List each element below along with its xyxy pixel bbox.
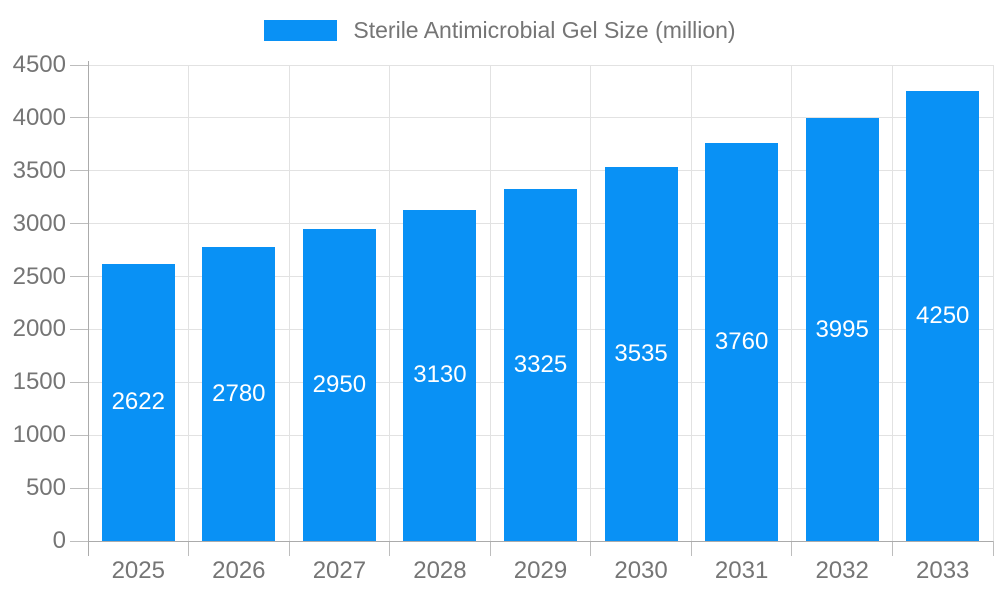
x-tick-label: 2028 bbox=[413, 557, 467, 584]
y-tick-label: 2000 bbox=[12, 315, 66, 343]
x-tick-label: 2030 bbox=[614, 557, 668, 584]
chart-title: Sterile Antimicrobial Gel Size (million) bbox=[353, 17, 736, 43]
bar-value-label: 4250 bbox=[916, 302, 970, 330]
bar[interactable] bbox=[805, 118, 879, 541]
bar[interactable] bbox=[906, 91, 980, 541]
y-tick-label: 500 bbox=[25, 474, 66, 502]
bar[interactable] bbox=[302, 228, 376, 541]
bar-value-label: 2950 bbox=[312, 370, 367, 398]
x-tick-mark bbox=[891, 541, 893, 556]
x-gridline bbox=[288, 65, 290, 541]
x-tick-label: 2027 bbox=[312, 557, 367, 584]
y-tick-mark bbox=[70, 276, 88, 278]
bar-value-label: 2622 bbox=[111, 388, 165, 416]
legend-item[interactable]: Sterile Antimicrobial Gel Size (million) bbox=[264, 17, 736, 44]
x-tick-label: 2033 bbox=[916, 557, 970, 584]
bar[interactable] bbox=[101, 263, 175, 541]
x-gridline bbox=[489, 65, 491, 541]
x-tick-label: 2032 bbox=[815, 557, 869, 584]
y-gridline bbox=[88, 170, 993, 172]
y-tick-label: 3500 bbox=[12, 156, 66, 184]
y-axis-line bbox=[87, 61, 89, 556]
bar-value-label: 3760 bbox=[714, 328, 769, 356]
x-tick-label: 2029 bbox=[513, 557, 568, 584]
bar-value-label: 2780 bbox=[212, 379, 266, 407]
y-gridline bbox=[88, 117, 993, 119]
y-tick-mark bbox=[70, 328, 88, 330]
y-tick-label: 1000 bbox=[12, 421, 66, 449]
x-gridline bbox=[389, 65, 391, 541]
x-tick-mark bbox=[791, 541, 793, 556]
x-tick-mark bbox=[288, 541, 290, 556]
y-tick-mark bbox=[70, 540, 88, 542]
y-gridline bbox=[88, 64, 993, 66]
x-gridline bbox=[188, 65, 190, 541]
bar[interactable] bbox=[705, 143, 779, 541]
y-tick-label: 4000 bbox=[12, 103, 66, 131]
y-tick-mark bbox=[70, 381, 88, 383]
x-tick-mark bbox=[992, 541, 994, 556]
y-tick-mark bbox=[70, 117, 88, 119]
x-tick-label: 2025 bbox=[111, 557, 165, 584]
y-tick-label: 1500 bbox=[12, 368, 66, 396]
x-gridline bbox=[891, 65, 893, 541]
y-tick-label: 2500 bbox=[12, 262, 66, 290]
plot-area: 0 500 1000 1500 2000 2500 3000 3500 4000 4500 2622… bbox=[13, 52, 994, 584]
y-tick-mark bbox=[70, 223, 88, 225]
y-tick-mark bbox=[70, 64, 88, 66]
x-tick-label: 2026 bbox=[212, 557, 266, 584]
x-tick-mark bbox=[389, 541, 391, 556]
y-tick-label: 0 bbox=[52, 527, 66, 554]
x-tick-label: 2031 bbox=[714, 557, 769, 584]
legend: Sterile Antimicrobial Gel Size (million) bbox=[0, 17, 1000, 44]
x-axis-line bbox=[88, 540, 993, 542]
bar-value-label: 3535 bbox=[614, 340, 668, 368]
bar-value-label: 3325 bbox=[513, 351, 568, 379]
y-tick-mark bbox=[70, 170, 88, 172]
y-tick-label: 4500 bbox=[12, 51, 66, 78]
bar-value-label: 3130 bbox=[413, 361, 467, 389]
x-gridline bbox=[791, 65, 793, 541]
bar-value-label: 3995 bbox=[815, 315, 869, 343]
bar[interactable] bbox=[403, 209, 477, 541]
x-gridline bbox=[590, 65, 592, 541]
x-gridline bbox=[992, 65, 994, 541]
x-tick-mark bbox=[590, 541, 592, 556]
y-tick-label: 3000 bbox=[12, 209, 66, 237]
x-tick-mark bbox=[489, 541, 491, 556]
y-tick-mark bbox=[70, 487, 88, 489]
bar[interactable] bbox=[504, 189, 577, 541]
bar[interactable] bbox=[604, 167, 678, 541]
bar[interactable] bbox=[202, 246, 276, 541]
y-tick-mark bbox=[70, 434, 88, 436]
x-tick-mark bbox=[690, 541, 692, 556]
x-gridline bbox=[690, 65, 692, 541]
legend-swatch bbox=[264, 20, 338, 41]
x-tick-mark bbox=[188, 541, 190, 556]
